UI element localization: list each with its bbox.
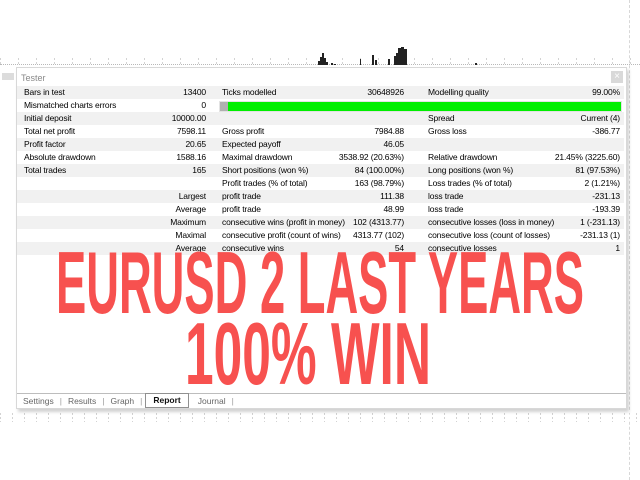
tab-graph[interactable]: Graph [110, 396, 135, 406]
report-table: Bars in test 13400 Ticks modelled 306489… [17, 86, 624, 255]
report-label: Total trades [24, 165, 67, 175]
report-value: -193.39 [592, 204, 620, 214]
report-value: 48.99 [383, 204, 404, 214]
report-value: 1 (-231.13) [580, 217, 620, 227]
report-value: 99.00% [592, 87, 620, 97]
modelling-progress-bar [219, 101, 622, 112]
report-value: 30648926 [367, 87, 404, 97]
report-label: consecutive wins (profit in money) [222, 217, 345, 227]
report-label: profit trade [222, 204, 261, 214]
report-row: Total net profit 7598.11 Gross profit 79… [17, 125, 624, 138]
report-row: Average profit trade 48.99 loss trade -1… [17, 203, 624, 216]
chart-grid-vertical-line [629, 0, 630, 480]
report-value: Current (4) [580, 113, 620, 123]
report-label: consecutive losses (loss in money) [428, 217, 555, 227]
report-label: consecutive loss (count of losses) [428, 230, 550, 240]
report-label: Bars in test [24, 87, 65, 97]
tester-tabbar: Settings | Results | Graph | Report Journal | [17, 392, 626, 408]
report-value: 111.38 [380, 191, 404, 201]
report-label: Profit factor [24, 139, 66, 149]
tester-title: Tester [21, 73, 46, 83]
report-row: Initial deposit 10000.00 Spread Current … [17, 112, 624, 125]
report-row: Largest profit trade 111.38 loss trade -… [17, 190, 624, 203]
report-row: Profit factor 20.65 Expected payoff 46.0… [17, 138, 624, 151]
tab-results[interactable]: Results [67, 396, 97, 406]
report-label: Ticks modelled [222, 87, 277, 97]
report-label: Mismatched charts errors [24, 100, 117, 110]
chart-grid-ticks-bottom [0, 411, 640, 422]
tab-settings[interactable]: Settings [23, 396, 54, 406]
close-icon[interactable]: × [611, 71, 623, 83]
report-row: Maximum consecutive wins (profit in mone… [17, 216, 624, 229]
report-label: profit trade [222, 191, 261, 201]
report-value: 54 [394, 243, 404, 253]
tab-separator: | [231, 396, 234, 406]
report-label: Expected payoff [222, 139, 281, 149]
report-row: Mismatched charts errors 0 [17, 99, 624, 112]
report-row: Total trades 165 Short positions (won %)… [17, 164, 624, 177]
report-label: Loss trades (% of total) [428, 178, 512, 188]
report-label: Spread [428, 113, 455, 123]
report-row: Bars in test 13400 Ticks modelled 306489… [17, 86, 624, 99]
report-value: 20.65 [185, 139, 206, 149]
report-label: Long positions (won %) [428, 165, 514, 175]
report-value: Largest [178, 191, 206, 201]
report-label: Modelling quality [428, 87, 489, 97]
report-value: Maximal [175, 230, 206, 240]
report-value: -231.13 (1) [580, 230, 620, 240]
tester-panel: Tester × Bars in test 13400 Ticks modell… [16, 67, 627, 409]
report-label: consecutive losses [428, 243, 497, 253]
report-label: loss trade [428, 191, 464, 201]
report-value: -386.77 [592, 126, 620, 136]
report-value: 13400 [183, 87, 206, 97]
report-label: Gross loss [428, 126, 467, 136]
report-value: Maximum [170, 217, 206, 227]
report-label: Initial deposit [24, 113, 72, 123]
report-label: loss trade [428, 204, 464, 214]
report-row: Average consecutive wins 54 consecutive … [17, 242, 624, 255]
report-value: 165 [192, 165, 206, 175]
report-value: 84 (100.00%) [354, 165, 404, 175]
report-value: 163 (98.79%) [354, 178, 404, 188]
report-value: 46.05 [383, 139, 404, 149]
report-row: Maximal consecutive profit (count of win… [17, 229, 624, 242]
tab-separator: | [102, 396, 105, 406]
report-label: consecutive wins [222, 243, 284, 253]
report-value: 4313.77 (102) [353, 230, 404, 240]
chart-scroll-nub [2, 73, 14, 80]
report-value: 2 (1.21%) [584, 178, 620, 188]
report-label: Total net profit [24, 126, 75, 136]
report-value: Average [175, 243, 206, 253]
tab-report[interactable]: Report [145, 392, 189, 408]
report-label: consecutive profit (count of wins) [222, 230, 341, 240]
report-value: 3538.92 (20.63%) [338, 152, 404, 162]
report-label: Profit trades (% of total) [222, 178, 308, 188]
progress-fill [228, 102, 621, 111]
report-value: 102 (4313.77) [353, 217, 404, 227]
report-row: Absolute drawdown 1588.16 Maximal drawdo… [17, 151, 624, 164]
tab-separator: | [140, 396, 143, 406]
report-value: Average [175, 204, 206, 214]
report-label: Relative drawdown [428, 152, 498, 162]
chart-volume-bars [318, 47, 477, 65]
tester-titlebar: Tester × [17, 68, 626, 86]
report-value: 21.45% (3225.60) [554, 152, 620, 162]
tab-journal[interactable]: Journal [197, 396, 226, 406]
report-value: -231.13 [592, 191, 620, 201]
report-label: Maximal drawdown [222, 152, 293, 162]
progress-lead-segment [220, 102, 228, 111]
report-value: 7598.11 [176, 126, 206, 136]
report-value: 0 [201, 100, 206, 110]
report-value: 10000.00 [171, 113, 206, 123]
report-value: 1588.16 [176, 152, 206, 162]
tab-separator: | [59, 396, 62, 406]
report-value: 7984.88 [374, 126, 404, 136]
report-value: 81 (97.53%) [575, 165, 620, 175]
report-label: Gross profit [222, 126, 265, 136]
report-row: Profit trades (% of total) 163 (98.79%) … [17, 177, 624, 190]
report-label: Short positions (won %) [222, 165, 309, 175]
report-value: 1 [615, 243, 620, 253]
report-label: Absolute drawdown [24, 152, 96, 162]
